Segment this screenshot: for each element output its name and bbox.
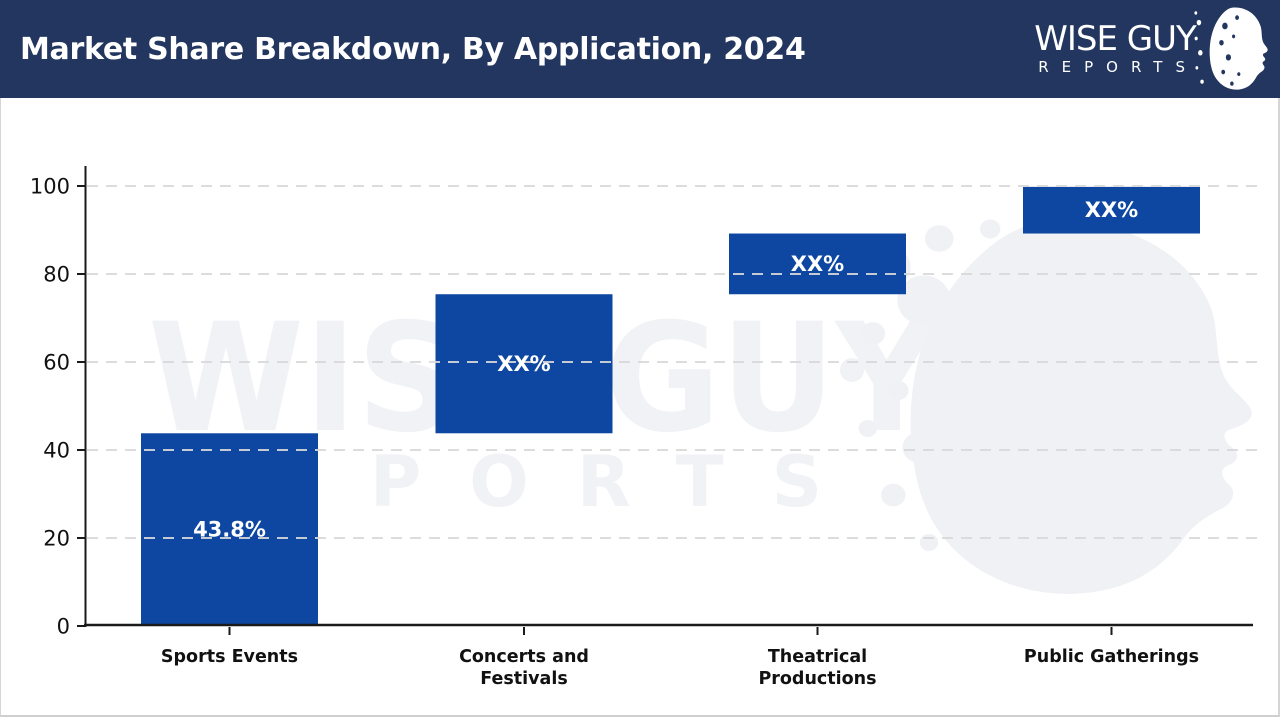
x-category-label: Concerts and xyxy=(459,647,589,667)
brand-text: WISE GUY REPORTS xyxy=(1034,22,1198,76)
bar-segment xyxy=(141,433,318,626)
bar-segment xyxy=(1023,186,1200,234)
chart-frame-border xyxy=(0,98,1280,717)
y-tick-label: 0 xyxy=(57,615,70,639)
bar-value-label: 43.8% xyxy=(193,518,266,542)
y-tick-label: 20 xyxy=(43,527,70,551)
bar-value-label: XX% xyxy=(791,252,844,276)
bar-segment xyxy=(435,294,613,434)
y-tick-label: 80 xyxy=(43,263,70,287)
x-category-label: Public Gatherings xyxy=(1024,647,1199,667)
bar-value-label: XX% xyxy=(1085,198,1138,222)
header-bar: Market Share Breakdown, By Application, … xyxy=(0,0,1280,98)
bar-segment xyxy=(729,233,906,295)
page-title: Market Share Breakdown, By Application, … xyxy=(20,31,806,67)
x-category-label: Festivals xyxy=(480,669,568,689)
x-category-label: Sports Events xyxy=(161,647,298,667)
y-tick-label: 100 xyxy=(30,175,70,199)
bar-value-label: XX% xyxy=(497,352,550,376)
watermark-dot xyxy=(840,358,864,382)
brand-name: WISE GUY xyxy=(1034,19,1197,59)
brand-logo: WISE GUY REPORTS xyxy=(1034,5,1270,93)
y-tick-label: 60 xyxy=(43,351,70,375)
y-tick-label: 40 xyxy=(43,439,70,463)
brand-subname: REPORTS xyxy=(1038,58,1198,76)
x-category-label: Productions xyxy=(758,669,876,689)
brand-face-icon xyxy=(1194,7,1268,90)
x-category-label: Theatrical xyxy=(768,647,867,667)
